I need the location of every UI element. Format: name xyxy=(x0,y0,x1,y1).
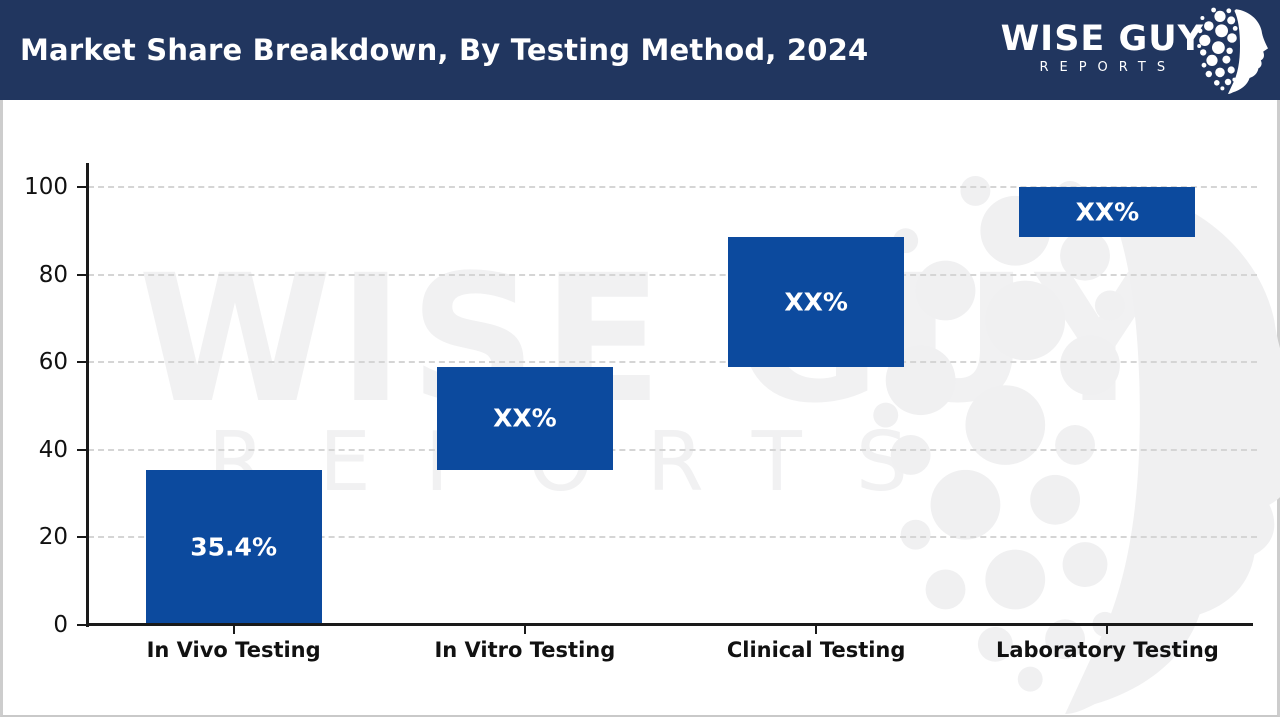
wise-guy-logo: WISE GUY REPORTS xyxy=(1001,0,1270,100)
x-axis-tick-label: In Vivo Testing xyxy=(146,638,321,662)
x-axis-tick xyxy=(815,625,818,634)
gridline-60 xyxy=(88,361,1257,364)
y-axis-tick xyxy=(77,624,86,626)
y-axis-tick-label: 80 xyxy=(38,261,68,288)
y-axis-tick-label: 20 xyxy=(38,524,68,551)
bar-3 xyxy=(728,237,905,367)
y-axis-tick-label: 100 xyxy=(24,174,68,200)
header-bar: Market Share Breakdown, By Testing Metho… xyxy=(0,0,1280,100)
gridline-100 xyxy=(88,186,1257,188)
x-axis-line xyxy=(86,623,1253,626)
y-axis-tick xyxy=(77,536,86,539)
bar-value-label: XX% xyxy=(493,403,557,433)
y-axis-tick-label: 0 xyxy=(53,612,68,638)
gridline-20 xyxy=(88,536,1257,539)
y-axis-tick xyxy=(77,448,86,451)
bar-4 xyxy=(1019,187,1196,238)
gridline-40 xyxy=(88,448,1257,451)
bar-2 xyxy=(436,366,613,470)
y-axis-tick-label: 60 xyxy=(38,349,68,376)
x-axis-tick-label: Clinical Testing xyxy=(726,638,906,662)
y-axis-tick-label: 40 xyxy=(38,436,68,463)
y-axis-line xyxy=(86,163,89,627)
page-title: Market Share Breakdown, By Testing Metho… xyxy=(20,33,869,67)
gridline-80 xyxy=(88,273,1257,276)
logo-text: WISE GUY REPORTS xyxy=(1000,18,1204,76)
x-axis-tick xyxy=(1106,625,1109,634)
bar-value-label: 35.4% xyxy=(190,532,277,562)
bar-value-label: XX% xyxy=(784,287,848,317)
bar-value-label: XX% xyxy=(1075,197,1140,227)
x-axis-tick xyxy=(232,625,235,634)
logo-name: WISE GUY xyxy=(1000,18,1204,59)
y-axis-tick xyxy=(77,361,86,364)
x-axis-tick-label: In Vitro Testing xyxy=(434,638,616,662)
logo-subtitle: REPORTS xyxy=(1039,60,1177,76)
y-axis-tick xyxy=(77,186,86,188)
x-axis-tick-label: Laboratory Testing xyxy=(995,638,1219,662)
bar-1 xyxy=(145,469,322,625)
x-axis-tick xyxy=(523,625,526,634)
y-axis-tick xyxy=(77,273,86,276)
